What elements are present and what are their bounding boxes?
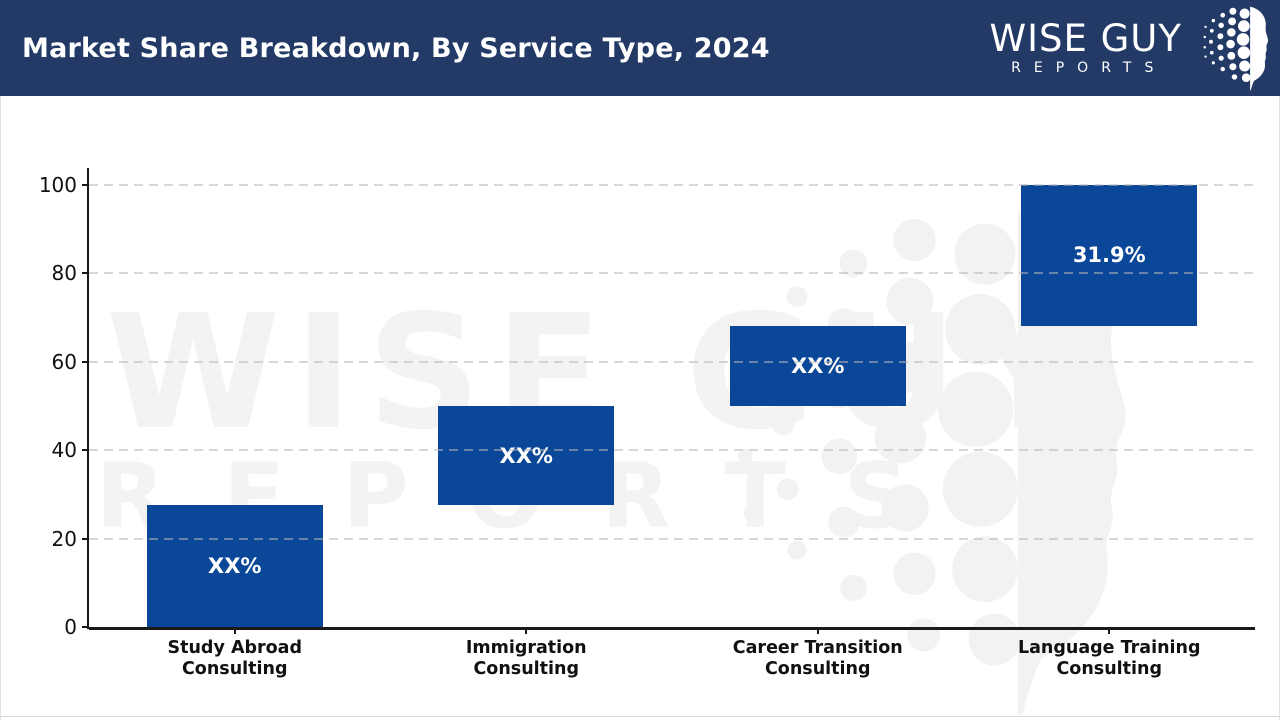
y-axis-spine [87, 168, 89, 629]
y-tick-label: 20 [51, 526, 77, 551]
bar-value-label: XX% [499, 443, 553, 468]
y-tick-label: 100 [38, 173, 77, 197]
y-tick-mark [82, 360, 89, 363]
bar-1: XX% [146, 505, 323, 627]
watermark-head-icon [737, 211, 1126, 715]
category-label-line: Consulting [473, 659, 580, 679]
category-label: Immigration Consulting [386, 638, 666, 680]
bar-value-label: XX% [208, 554, 262, 579]
bar-4: 31.9% [1021, 185, 1198, 326]
logo-wordmark: WISE GUY [989, 17, 1182, 60]
dotted-head-icon [1203, 6, 1269, 91]
y-tick-mark [82, 184, 89, 186]
y-tick-label: 80 [51, 261, 77, 286]
chart-bottom-border [1, 716, 1279, 717]
bar-value-label: XX% [791, 353, 845, 378]
x-axis-spine [89, 627, 1255, 630]
category-label: Career Transition Consulting [678, 638, 958, 680]
logo-text: WISE GUY REPORTS [990, 19, 1182, 77]
category-label-line: Language Training [1017, 638, 1201, 658]
gridline-20 [89, 537, 1255, 540]
gridline-60 [89, 360, 1255, 363]
gridline-100 [89, 184, 1255, 186]
category-label-line: Study Abroad [167, 638, 302, 658]
logo-subtext: REPORTS [1011, 60, 1167, 76]
gridline-80 [89, 272, 1255, 275]
y-tick-mark [82, 626, 89, 628]
category-label-line: Career Transition [732, 638, 903, 658]
category-label-line: Immigration [465, 638, 587, 658]
bar-3: XX% [729, 325, 906, 406]
y-tick-mark [82, 272, 89, 275]
header-bar: Market Share Breakdown, By Service Type,… [0, 0, 1280, 96]
brand-logo: WISE GUY REPORTS [990, 6, 1272, 91]
y-tick-label: 60 [51, 349, 77, 374]
bar-2: XX% [438, 406, 615, 506]
category-label-line: Consulting [1056, 659, 1163, 679]
page-title: Market Share Breakdown, By Service Type,… [22, 32, 770, 64]
x-tick-mark [816, 627, 819, 634]
x-tick-mark [1108, 627, 1111, 634]
x-tick-mark [525, 627, 528, 634]
y-tick-label: 0 [64, 615, 77, 639]
category-label: Language Training Consulting [969, 638, 1249, 680]
y-tick-label: 40 [51, 438, 77, 463]
category-label-line: Consulting [181, 659, 288, 679]
gridline-40 [89, 449, 1255, 452]
x-tick-mark [233, 627, 236, 634]
category-label: Study Abroad Consulting [95, 638, 375, 680]
y-tick-mark [82, 537, 89, 540]
y-tick-mark [82, 449, 89, 452]
category-label-line: Consulting [764, 659, 871, 679]
bar-value-label: 31.9% [1072, 243, 1146, 268]
